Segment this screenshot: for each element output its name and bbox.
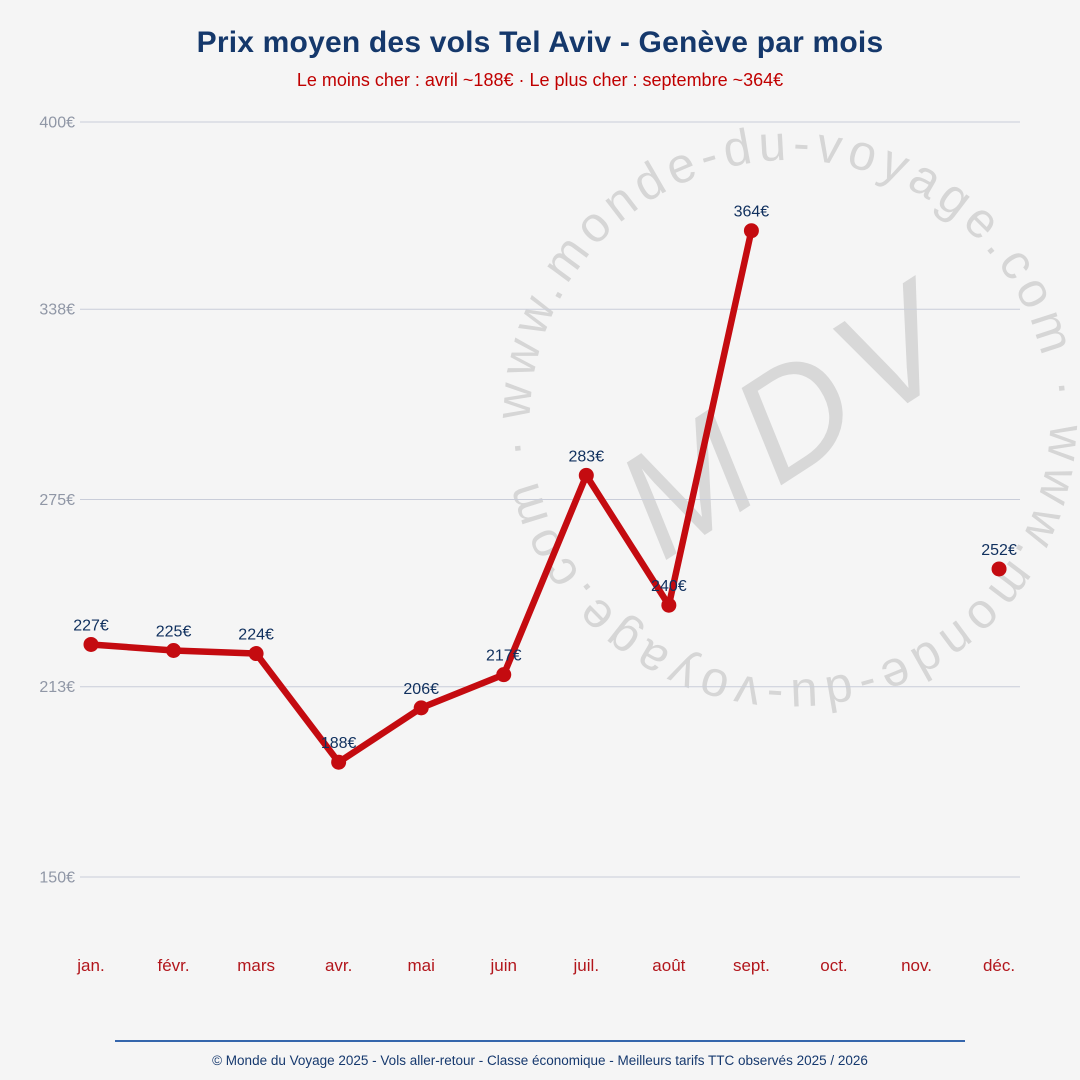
x-axis-tick-label: sept. [733,956,770,975]
y-axis-tick-label: 150€ [39,870,75,887]
footer-text: © Monde du Voyage 2025 - Vols aller-reto… [212,1053,868,1068]
data-point [661,597,677,613]
data-point [496,667,512,683]
gridlines [80,121,1020,878]
point-value-label: 227€ [73,617,109,634]
chart-subtitle: Le moins cher : avril ~188€ · Le plus ch… [296,70,784,90]
data-point [331,754,347,770]
footer: © Monde du Voyage 2025 - Vols aller-reto… [115,1040,965,1068]
x-axis-tick-label: jan. [76,956,104,975]
point-value-label: 225€ [156,624,192,641]
point-labels: 227€ 225€ 224€ 188€ 206€ 217€ 283€ 240€ 364€ 252€ [73,204,1017,753]
page-title: Prix moyen des vols Tel Aviv - Genève pa… [196,26,884,59]
x-axis-tick-label: mai [407,956,434,975]
watermark-monogram: MDV [588,247,989,589]
y-axis-tick-label: 275€ [39,492,75,509]
point-value-label: 252€ [981,542,1017,559]
point-value-label: 364€ [734,204,770,221]
x-axis-tick-label: nov. [901,956,932,975]
x-axis-tick-label: oct. [820,956,847,975]
x-axis-tick-label: juin [490,956,517,975]
data-point [991,561,1007,577]
data-point [166,643,182,658]
y-axis-tick-label: 400€ [39,115,75,132]
point-value-label: 217€ [486,648,522,665]
x-axis-tick-label: mars [237,956,275,975]
price-line-chart: www.monde-du-voyage.com · www.monde-du-v… [39,115,1080,976]
series [83,223,1007,770]
point-value-label: 224€ [238,627,274,644]
point-value-label: 240€ [651,578,687,595]
y-axis-labels: 400€ 338€ 275€ 213€ 150€ [39,115,75,887]
y-axis-tick-label: 338€ [39,302,75,319]
point-value-label: 283€ [569,448,605,465]
x-axis-tick-label: juil. [573,956,600,975]
data-point [743,223,759,239]
x-axis-tick-label: févr. [157,956,189,975]
x-axis-labels: jan. févr. mars avr. mai juin juil. août sept. oc… [76,956,1015,975]
point-value-label: 188€ [321,735,357,752]
watermark: www.monde-du-voyage.com · www.monde-du-v… [484,115,1080,726]
data-point [248,646,264,662]
x-axis-tick-label: avr. [325,956,352,975]
point-value-label: 206€ [403,681,439,698]
y-axis-tick-label: 213€ [39,679,75,696]
x-axis-tick-label: déc. [983,956,1015,975]
data-point [578,467,594,483]
data-point [83,636,99,652]
data-point [413,700,429,716]
x-axis-tick-label: août [652,956,685,975]
